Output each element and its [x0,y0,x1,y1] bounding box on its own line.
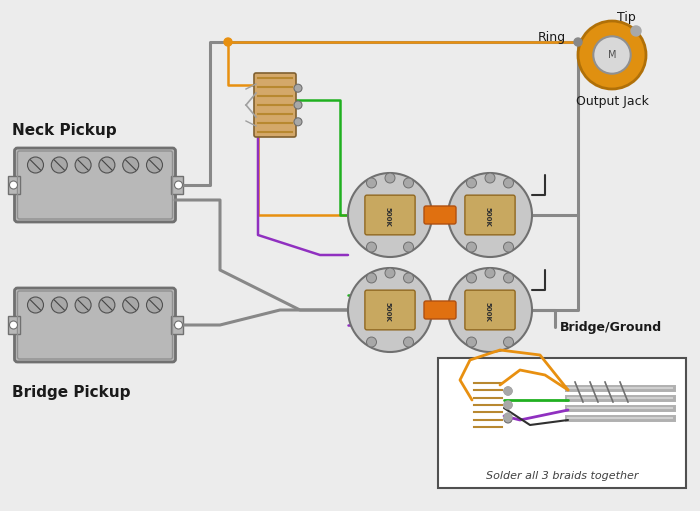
Circle shape [503,273,514,283]
Circle shape [594,36,631,74]
Circle shape [294,101,302,109]
Circle shape [51,157,67,173]
Circle shape [504,401,512,409]
Circle shape [294,84,302,92]
Circle shape [503,242,514,252]
Circle shape [146,157,162,173]
Bar [8,176,20,194]
Circle shape [122,157,139,173]
Circle shape [75,157,91,173]
FancyBboxPatch shape [465,195,515,235]
FancyBboxPatch shape [424,206,456,224]
Circle shape [403,178,414,188]
Circle shape [348,173,432,257]
Circle shape [504,401,512,409]
Text: 500K: 500K [385,302,391,322]
Circle shape [504,387,512,395]
Circle shape [385,173,395,183]
FancyBboxPatch shape [365,290,415,330]
Circle shape [75,297,91,313]
Circle shape [504,413,512,421]
Circle shape [367,337,377,347]
Circle shape [631,26,641,36]
Circle shape [403,337,414,347]
Text: Neck Pickup: Neck Pickup [12,123,117,137]
FancyBboxPatch shape [254,73,296,137]
Circle shape [99,297,115,313]
Circle shape [448,268,532,352]
Text: 500K: 500K [485,302,491,322]
Text: 500K: 500K [385,207,391,227]
FancyBboxPatch shape [424,301,456,319]
Circle shape [403,242,414,252]
Circle shape [51,297,67,313]
Circle shape [504,415,512,423]
Circle shape [503,337,514,347]
Text: Tip: Tip [617,11,636,24]
Circle shape [466,273,477,283]
Circle shape [504,387,512,395]
Circle shape [294,118,302,126]
Text: Bridge/Ground: Bridge/Ground [560,320,662,334]
Circle shape [99,157,115,173]
FancyBboxPatch shape [365,195,415,235]
Circle shape [503,178,514,188]
Bar [438,358,686,488]
Bar [171,316,183,334]
Circle shape [403,273,414,283]
Text: Solder all 3 braids together: Solder all 3 braids together [486,471,638,481]
Circle shape [466,178,477,188]
Text: Output Jack: Output Jack [575,95,648,107]
Circle shape [367,178,377,188]
Circle shape [348,268,432,352]
Bar [171,176,183,194]
Circle shape [174,321,183,329]
Circle shape [448,173,532,257]
Text: Bridge Pickup: Bridge Pickup [12,384,130,400]
Circle shape [485,173,495,183]
FancyBboxPatch shape [15,288,176,362]
Text: 500K: 500K [485,207,491,227]
FancyBboxPatch shape [465,290,515,330]
Circle shape [10,181,18,189]
Text: Ring: Ring [538,31,566,43]
Circle shape [367,273,377,283]
FancyBboxPatch shape [470,378,506,432]
Circle shape [574,38,582,46]
Circle shape [122,297,139,313]
FancyBboxPatch shape [15,148,176,222]
Circle shape [174,181,183,189]
Bar [8,316,20,334]
Circle shape [578,21,646,89]
Text: M: M [608,50,616,60]
Circle shape [27,297,43,313]
Circle shape [466,242,477,252]
Circle shape [385,268,395,278]
Circle shape [27,157,43,173]
Circle shape [10,321,18,329]
Circle shape [367,242,377,252]
Circle shape [146,297,162,313]
Circle shape [485,268,495,278]
Circle shape [224,38,232,46]
Circle shape [466,337,477,347]
